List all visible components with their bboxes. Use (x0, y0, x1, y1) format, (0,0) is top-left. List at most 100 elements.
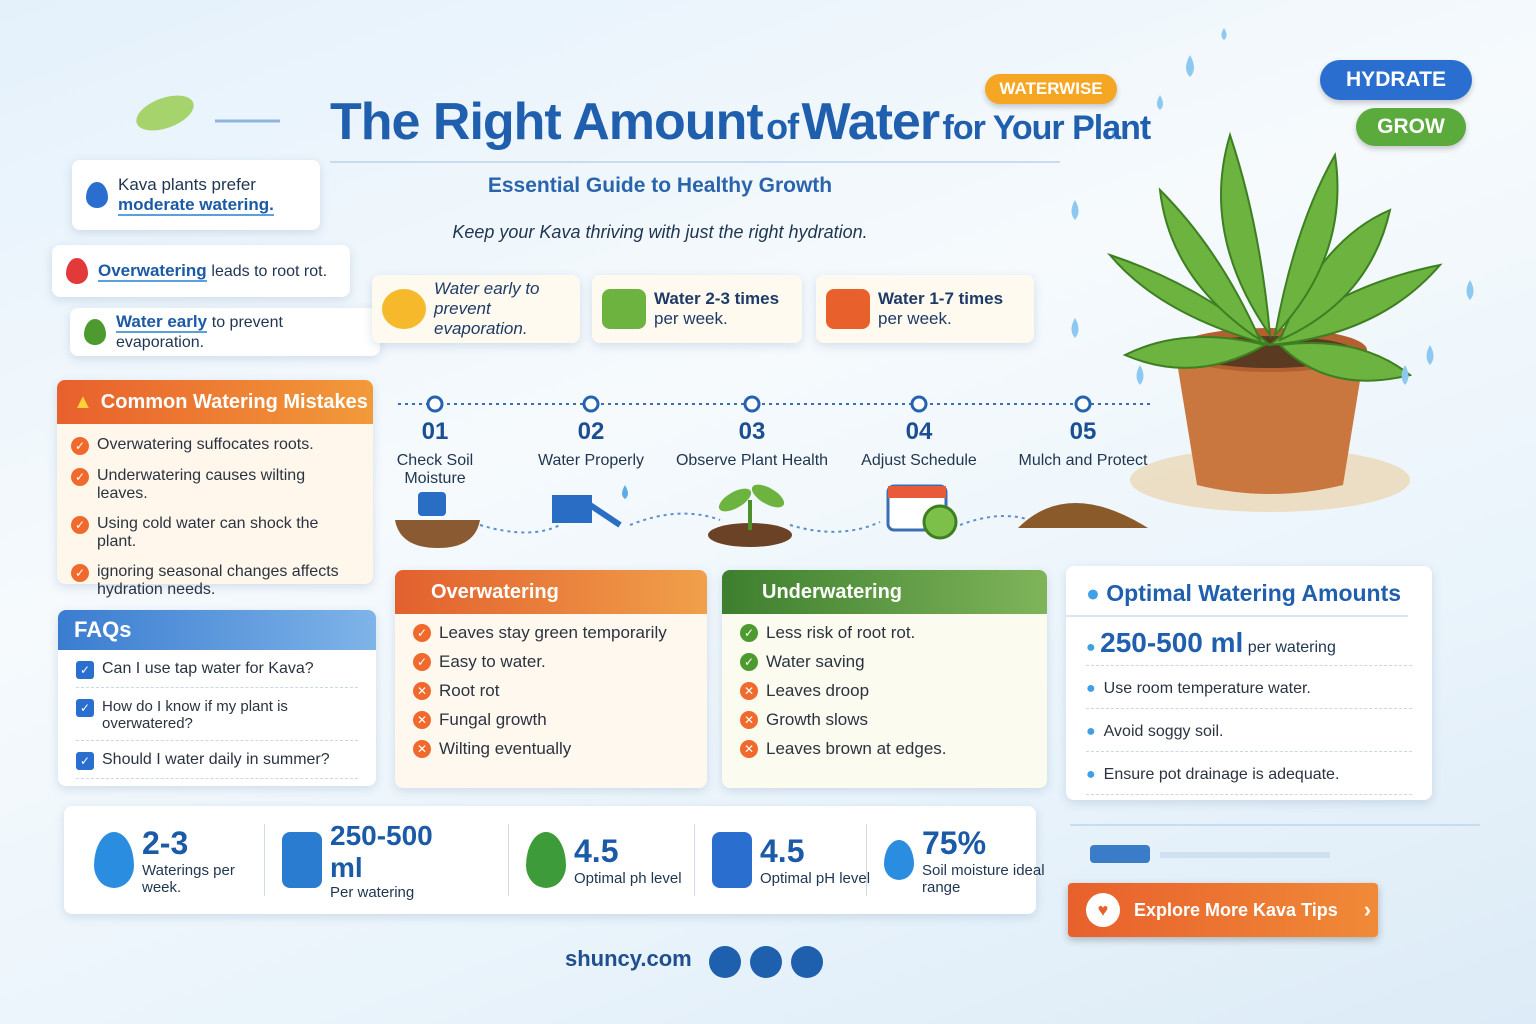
note-icon (66, 258, 88, 284)
step-number: 05 (1069, 418, 1097, 445)
tip-icon (826, 289, 870, 329)
faq-item: ✓ Should I water daily in summer? (76, 751, 358, 779)
stat-value: 4.5 (574, 833, 619, 869)
note-text: Overwatering leads to root rot. (98, 261, 328, 282)
con-item: ✕ Leaves droop (740, 681, 1029, 701)
text: Growth slows (766, 710, 869, 729)
stats-bar: 2-3 Waterings per week. 250-500 ml Per wate… (64, 806, 1045, 914)
twitter[interactable] (791, 946, 823, 978)
stat-value: 2-3 (142, 824, 189, 861)
icon: ✕ (740, 711, 758, 729)
tip-line: Water early to (434, 279, 540, 298)
divider (866, 824, 867, 896)
con-item: ✕ Wilting eventually (413, 739, 689, 759)
text: to prevent evaporation. (116, 314, 283, 351)
icon: ✓ (740, 653, 758, 671)
panel-title: Common Watering Mistakes (100, 390, 368, 413)
text: Water saving (766, 652, 865, 671)
panel-title: ● Optimal Watering Amounts (1066, 566, 1408, 617)
title-part: The Right Amount (330, 93, 764, 151)
step-number: 04 (905, 418, 933, 445)
icon: ✓ (740, 624, 758, 642)
step-label: Water Properly (537, 452, 645, 469)
tip-text: Water 1-7 times per week. (878, 289, 1003, 329)
highlight: Water early (116, 312, 208, 333)
con-item: ✕ Leaves brown at edges. (740, 739, 1029, 759)
site: shuncy.com (565, 946, 692, 971)
step-label: Mulch and Protect (1018, 452, 1148, 469)
text: Should I water daily in summer? (102, 751, 330, 768)
tip-line: per week. (878, 309, 952, 328)
drop-icon: ● (1086, 680, 1096, 697)
drop-icon: ● (1086, 580, 1100, 606)
tip-line: per week. (654, 309, 728, 328)
highlight: Overwatering (98, 261, 207, 282)
text: Underwatering causes wilting leaves. (97, 467, 306, 502)
subtitle: Essential Guide to Healthy Growth (487, 174, 833, 197)
text: Less risk of root rot. (766, 623, 916, 642)
optimal-item: ● Use room temperature water. (1086, 680, 1412, 709)
stat-text: 4.5 Optimal pH level (760, 833, 880, 887)
amount: 250-500 ml (1100, 627, 1244, 658)
badge: GROW (1356, 108, 1466, 146)
tip-icon (382, 289, 426, 329)
faq-item: ✓ Can I use tap water for Kava? (76, 660, 358, 688)
panel-header: FAQs (58, 610, 376, 650)
stat-label: Waterings per week. (142, 861, 235, 896)
faq-panel: FAQs ✓ Can I use tap water for Kava? ✓ How … (58, 610, 376, 786)
panel-header: ▲ Common Watering Mistakes (57, 380, 373, 424)
overwatering-panel: Overwatering ✓ Leaves stay green temporar… (395, 570, 707, 788)
tip-card: Water 1-7 times per week. (816, 275, 1034, 343)
title-part: for Your Plant (942, 109, 1152, 147)
icon: ✓ (76, 661, 94, 679)
drop-icon: ● (1086, 639, 1096, 656)
text: Can I use tap water for Kava? (102, 660, 314, 677)
note-text: Water early to prevent evaporation. (116, 312, 366, 352)
icon: ✓ (71, 564, 89, 582)
text: Root rot (439, 681, 500, 700)
instagram[interactable] (750, 946, 782, 978)
icon: ✓ (71, 437, 89, 455)
icon: ✕ (740, 740, 758, 758)
text: Ensure pot drainage is adequate. (1103, 766, 1340, 783)
stat: 75% Soil moisture ideal range (884, 806, 1082, 914)
list: ✓ Leaves stay green temporarily ✓ Easy to w… (395, 623, 707, 759)
text: Avoid soggy soil. (1103, 723, 1224, 740)
text: Fungal growth (439, 710, 547, 729)
text: leads to root rot. (211, 263, 328, 280)
text: ignoring seasonal changes affects hydrat… (97, 563, 339, 598)
stat-icon (282, 832, 322, 888)
stat: 2-3 Waterings per week. (94, 806, 262, 914)
badge: HYDRATE (1320, 60, 1472, 100)
list: ✓ Overwatering suffocates roots. ✓ Underwat… (57, 436, 373, 599)
arrow-icon: › (1363, 897, 1372, 922)
note-card: Water early to prevent evaporation. (70, 308, 380, 356)
pro-item: ✓ Leaves stay green temporarily (413, 623, 689, 643)
tip-card: Water early to prevent evaporation. (372, 275, 580, 343)
stat-text: 250-500 ml Per watering (330, 820, 450, 901)
highlight: moderate watering. (118, 195, 274, 216)
text: Easy to water. (439, 652, 546, 671)
stat: 250-500 ml Per watering (282, 806, 450, 914)
stat-label: Soil moisture ideal range (922, 861, 1045, 896)
tip-line: prevent evaporation. (434, 299, 528, 338)
pro-item: ✓ Easy to water. (413, 652, 689, 672)
drop-icon: ● (1086, 766, 1096, 783)
icon: ✓ (71, 516, 89, 534)
optimal-item: ● Ensure pot drainage is adequate. (1086, 766, 1412, 795)
text: Wilting eventually (439, 739, 572, 758)
facebook[interactable] (709, 946, 741, 978)
divider (264, 824, 265, 896)
step-number: 03 (738, 418, 766, 445)
title: The Right Amount of Water for Your Plant (330, 92, 1151, 152)
icon: ✕ (740, 682, 758, 700)
cta-button[interactable]: ♥ Explore More Kava Tips › (1068, 883, 1378, 937)
title-part: Water (801, 93, 941, 151)
list: ● Use room temperature water. ● Avoid soggy… (1066, 680, 1432, 795)
underwatering-panel: Underwatering ✓ Less risk of root rot. ✓ Wa… (722, 570, 1047, 788)
optimal-panel: ● Optimal Watering Amounts ● 250-500 ml … (1066, 566, 1432, 800)
icon: ✕ (413, 740, 431, 758)
tip-line: Water 2-3 times (654, 289, 780, 308)
text: Overwatering suffocates roots. (97, 436, 314, 453)
